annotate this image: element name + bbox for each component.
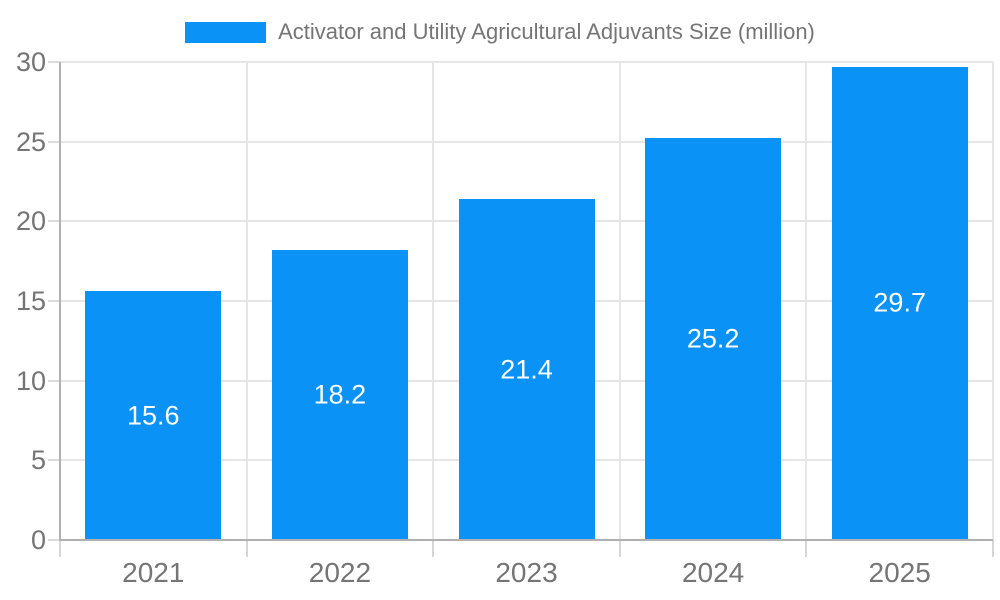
x-axis-tick-label: 2024 (681, 557, 745, 588)
y-axis-tick (48, 539, 60, 541)
bar-value-label: 15.6 (127, 400, 180, 431)
x-axis-tick (432, 540, 435, 557)
x-axis-tick (59, 540, 61, 557)
y-axis-tick (48, 61, 60, 63)
plot-right-border (992, 62, 994, 540)
gridline-vertical (618, 62, 621, 540)
gridline-vertical (805, 62, 808, 540)
bar[interactable] (832, 66, 968, 540)
y-axis-tick-label: 5 (30, 445, 46, 476)
y-axis-tick (48, 220, 60, 223)
x-axis-tick (245, 540, 248, 557)
bar-value-label: 18.2 (313, 379, 367, 410)
y-axis-tick (48, 459, 60, 462)
x-axis-tick-label: 2022 (308, 557, 372, 588)
x-axis-line (59, 539, 993, 541)
bar-value-label: 25.2 (686, 323, 740, 354)
bar[interactable] (459, 199, 595, 540)
bar-value-label: 21.4 (500, 354, 553, 384)
gridline-horizontal (60, 140, 993, 143)
y-axis-line (59, 62, 61, 540)
chart-legend[interactable]: Activator and Utility Agricultural Adjuv… (0, 15, 1000, 49)
y-axis-tick-label: 15 (15, 286, 46, 316)
y-axis-tick (48, 379, 60, 382)
bar[interactable] (85, 291, 221, 540)
gridline-vertical (432, 62, 435, 540)
gridline-vertical (245, 62, 248, 540)
x-axis-tick (992, 540, 994, 557)
bar[interactable] (645, 138, 781, 540)
y-axis-tick-label: 10 (15, 365, 46, 396)
bar-value-label: 29.7 (873, 287, 926, 318)
y-axis-tick-label: 0 (30, 525, 46, 555)
legend-swatch (185, 21, 267, 43)
bar[interactable] (272, 250, 408, 540)
legend-label: Activator and Utility Agricultural Adjuv… (278, 19, 815, 44)
x-axis-tick-label: 2021 (122, 557, 185, 588)
y-axis-tick (48, 300, 60, 302)
x-axis-tick-label: 2023 (495, 557, 558, 588)
gridline-horizontal (60, 61, 993, 63)
y-axis-tick-label: 25 (15, 126, 46, 157)
y-axis-tick (48, 140, 60, 143)
x-axis-tick (618, 540, 621, 557)
y-axis-tick-label: 30 (15, 47, 46, 77)
x-axis-tick (805, 540, 808, 557)
y-axis-tick-label: 20 (15, 206, 46, 237)
x-axis-tick-label: 2025 (868, 557, 931, 588)
